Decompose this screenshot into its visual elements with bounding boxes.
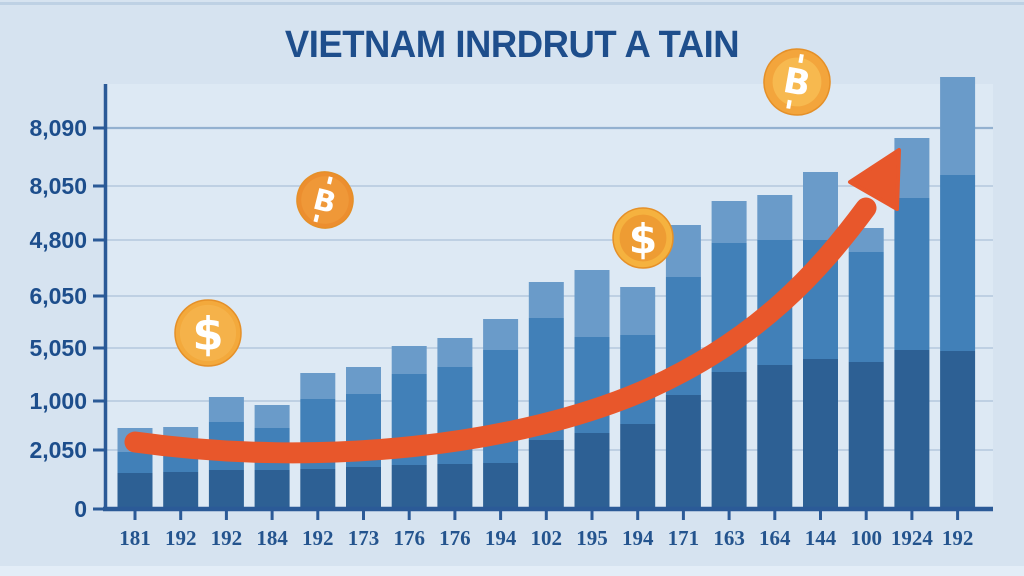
bar-segment-dark-bottom	[483, 463, 519, 509]
bar	[300, 373, 336, 509]
bitcoin-coin-icon: B	[763, 48, 831, 116]
bar-segment-dark-bottom	[574, 433, 610, 509]
bar-segment-dark-bottom	[346, 467, 381, 509]
x-axis-tick-label: 195	[576, 526, 608, 550]
coin-inner	[772, 57, 822, 107]
bitcoin-coin-icon: B	[296, 171, 354, 229]
bar-segment-light-top	[574, 270, 610, 337]
x-axis-tick-label: 176	[393, 526, 425, 550]
bar-segment-light-top	[437, 338, 473, 367]
coin-inner	[179, 304, 237, 362]
y-axis-tick-label: 8,090	[29, 115, 87, 141]
dollar-coin-icon: $	[612, 207, 674, 269]
trend-arrow	[124, 197, 877, 464]
bar-segment-dark-bottom	[940, 351, 976, 509]
y-axis-tick-label: 2,050	[29, 437, 87, 463]
bar-segment-dark-bottom	[665, 395, 701, 509]
bar-segment-dark-bottom	[208, 470, 244, 509]
bar-segment-dark-bottom	[757, 365, 793, 509]
x-axis-tick-label: 164	[759, 526, 791, 550]
x-axis-tick-label: 144	[805, 526, 837, 550]
bar	[803, 172, 838, 509]
bar-segment-mid	[940, 175, 976, 351]
bar-segment-mid	[894, 198, 930, 350]
bar-segment-light-top	[940, 77, 976, 175]
y-axis-tick-label: 5,050	[29, 335, 87, 361]
bar	[894, 138, 930, 509]
bar-segment-dark-bottom	[254, 470, 290, 509]
y-axis-tick-label: 4,800	[29, 227, 87, 253]
bar	[437, 338, 473, 509]
bar-segment-dark-bottom	[803, 359, 838, 509]
bar-segment-light-top	[620, 287, 656, 335]
y-axis-tick-label: 6,050	[29, 283, 87, 309]
bar-segment-dark-bottom	[391, 465, 427, 509]
coin-prong-top	[798, 53, 804, 64]
x-axis-tick-label: 176	[439, 526, 471, 550]
bar	[574, 270, 610, 509]
x-axis-tick-label: 184	[256, 526, 288, 550]
bar-segment-dark-bottom	[848, 362, 884, 509]
coin-inner	[619, 214, 667, 262]
x-axis-tick-label: 163	[713, 526, 745, 550]
bar-segment-dark-bottom	[711, 372, 747, 509]
bar-segment-light-top	[208, 397, 244, 422]
bar-segment-dark-bottom	[620, 424, 656, 509]
bar-segment-light-top	[528, 282, 564, 318]
trend-arrow-head	[848, 148, 901, 211]
x-axis-tick-label: 192	[165, 526, 197, 550]
x-axis-tick-label: 100	[850, 526, 882, 550]
x-axis-tick-label: 192	[211, 526, 243, 550]
bar	[848, 228, 884, 509]
coin-symbol: $	[629, 215, 658, 263]
bar-segment-light-top	[391, 346, 427, 374]
bar	[528, 282, 564, 509]
bar-segment-dark-bottom	[528, 440, 564, 509]
x-axis-tick-label: 171	[668, 526, 700, 550]
bar	[483, 319, 519, 509]
coin-symbol: $	[192, 308, 223, 361]
bar	[940, 77, 976, 509]
bar-segment-dark-bottom	[300, 469, 336, 509]
bar-segment-light-top	[346, 367, 381, 394]
bar-segment-light-top	[483, 319, 519, 350]
bar-segment-dark-bottom	[163, 472, 199, 509]
bar-segment-light-top	[711, 201, 747, 243]
coin-prong-bottom	[313, 214, 320, 223]
bar	[620, 287, 656, 509]
bar-segment-light-top	[300, 373, 336, 399]
y-axis-tick-label: 0	[74, 496, 87, 522]
x-axis-tick-label: 194	[485, 526, 517, 550]
x-axis-tick-label: 194	[622, 526, 654, 550]
chart-title: VIETNAM INRDRUT A TAIN	[284, 24, 740, 66]
bar	[757, 195, 793, 509]
bar	[346, 367, 381, 509]
dollar-coin-icon: $	[174, 299, 242, 367]
bar-segment-light-top	[254, 405, 290, 428]
y-axis-tick-label: 8,050	[29, 173, 87, 199]
y-axis-tick-label: 1,000	[29, 388, 87, 414]
x-axis-tick-label: 192	[302, 526, 334, 550]
coin-inner	[301, 176, 349, 224]
coin-prong-top	[327, 176, 333, 185]
x-axis-tick-label: 1924	[891, 526, 934, 550]
bar	[391, 346, 427, 509]
bar-segment-mid	[848, 252, 884, 362]
bar-segment-light-top	[757, 195, 793, 240]
bar	[208, 397, 244, 509]
bar-segment-light-top	[803, 172, 838, 240]
coin-prong-bottom	[786, 99, 792, 109]
bar-segment-dark-bottom	[437, 464, 473, 509]
bar-segment-mid	[117, 452, 153, 473]
bar-segment-dark-bottom	[117, 473, 153, 509]
x-axis-tick-label: 181	[119, 526, 151, 550]
x-axis-tick-label: 173	[348, 526, 380, 550]
bottom-border-strip	[0, 566, 1024, 576]
top-border-line	[0, 2, 1024, 5]
x-axis-tick-label: 192	[942, 526, 974, 550]
bar-segment-dark-bottom	[894, 350, 930, 509]
x-axis-tick-label: 102	[531, 526, 563, 550]
